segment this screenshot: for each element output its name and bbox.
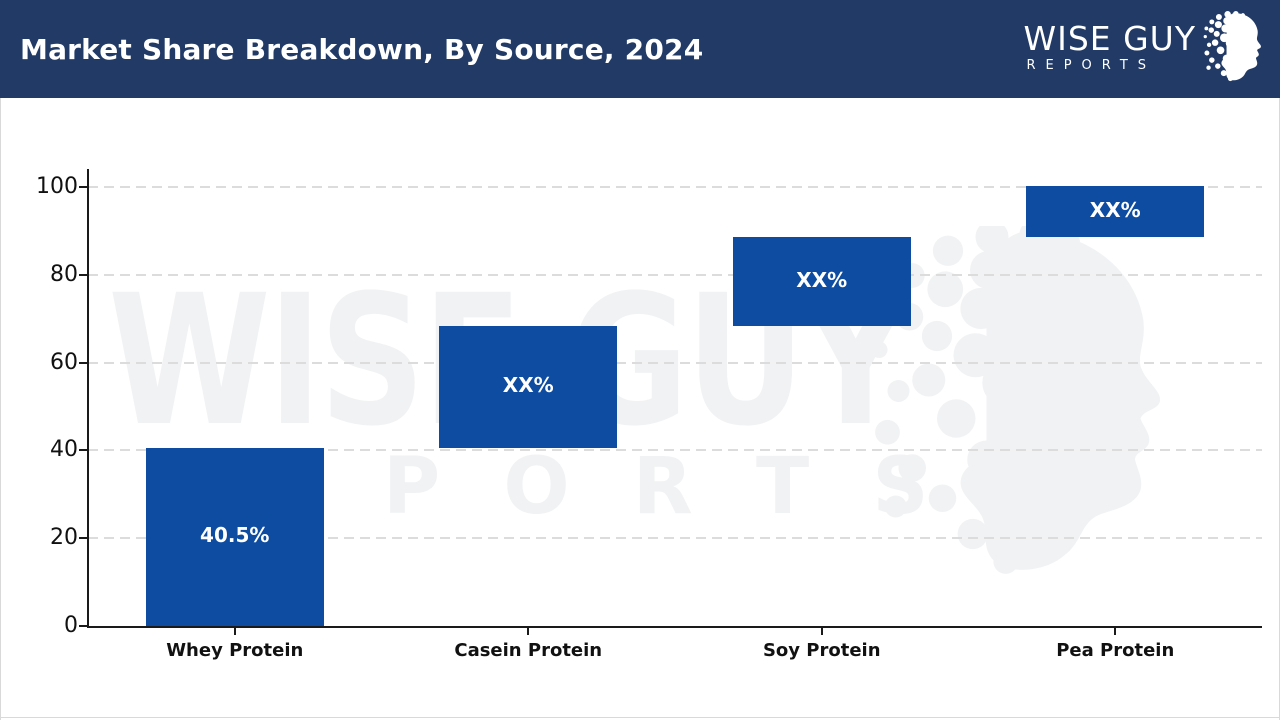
gridline-40 — [88, 449, 1262, 452]
logo-face-icon — [1202, 10, 1262, 84]
y-tickmark-80 — [79, 273, 87, 276]
y-tick-label-0: 0 — [64, 613, 78, 638]
header-bar: Market Share Breakdown, By Source, 2024 … — [0, 0, 1280, 98]
y-tick-label-20: 20 — [50, 525, 78, 551]
logo-text: WISE GUY REPORTS — [1023, 19, 1196, 74]
wiseguy-logo: WISE GUY REPORTS — [1023, 10, 1262, 84]
x-axis-line — [86, 626, 1262, 628]
y-tick-label-60: 60 — [50, 349, 78, 375]
bar-whey-protein — [145, 448, 324, 626]
x-tickmark — [233, 628, 236, 635]
x-tick-label: Whey Protein — [166, 640, 304, 661]
x-tickmark — [820, 628, 823, 635]
page-border-left — [0, 98, 1, 720]
watermark-reports: P O R T S — [383, 442, 947, 532]
gridline-20 — [88, 537, 1262, 540]
y-tickmark-20 — [79, 537, 87, 540]
logo-subtext: REPORTS — [1026, 58, 1157, 73]
chart-title: Market Share Breakdown, By Source, 2024 — [20, 32, 704, 66]
bar-casein-protein — [439, 326, 618, 449]
x-tick-label: Pea Protein — [1056, 640, 1175, 661]
bar-value-label: XX% — [502, 373, 554, 398]
bar-pea-protein — [1026, 186, 1205, 238]
bar-value-label: XX% — [1089, 197, 1141, 222]
bar-value-label: 40.5% — [200, 523, 270, 548]
y-tickmark-40 — [79, 449, 87, 452]
y-tickmark-0 — [79, 625, 87, 627]
gridline-100 — [88, 186, 1262, 188]
bar-value-label: XX% — [796, 267, 848, 292]
y-tickmark-60 — [79, 361, 87, 364]
x-tickmark — [1114, 628, 1117, 635]
x-tick-label: Casein Protein — [454, 640, 603, 661]
y-tickmark-100 — [79, 186, 87, 188]
y-tick-label-80: 80 — [50, 261, 78, 287]
gridline-80 — [88, 273, 1262, 276]
y-tick-label-40: 40 — [50, 437, 78, 463]
y-axis-line — [86, 169, 89, 628]
page-border-bottom — [0, 717, 1280, 718]
y-tick-label-100: 100 — [36, 174, 78, 199]
x-tickmark — [527, 628, 530, 635]
x-tick-label: Soy Protein — [762, 640, 881, 661]
gridline-60 — [88, 361, 1262, 364]
logo-wordmark: WISE GUY — [1023, 19, 1196, 58]
bar-soy-protein — [732, 237, 911, 327]
